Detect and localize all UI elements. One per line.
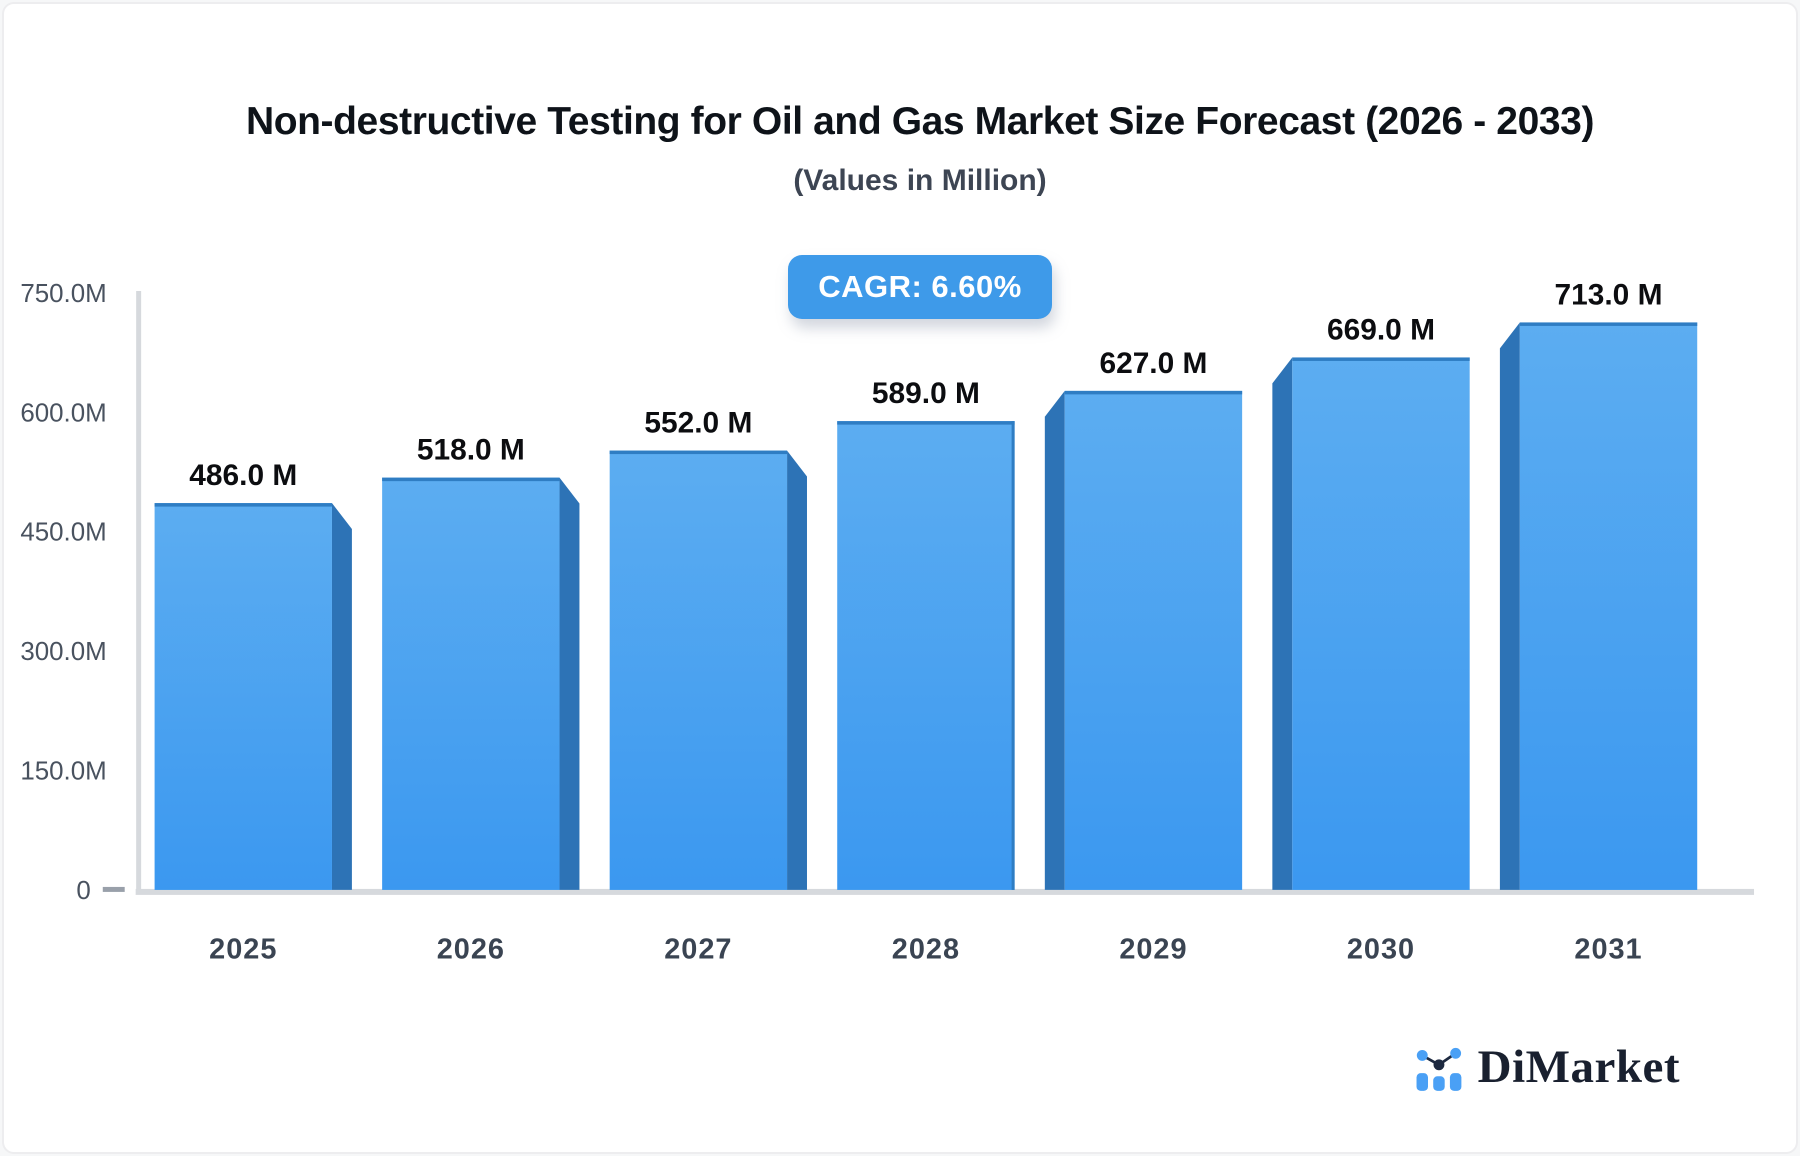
value-label: 627.0 M <box>1099 347 1207 380</box>
bar-2026: 518.0 M 2026 <box>382 434 580 966</box>
y-tick-label: 150.0M <box>20 758 106 786</box>
bar-top-edge <box>382 477 560 482</box>
value-label: 552.0 M <box>644 407 752 440</box>
brand-logo: DiMarket <box>1416 1040 1680 1094</box>
bar-face <box>1519 322 1698 890</box>
dimarket-logo-icon <box>1416 1047 1462 1091</box>
bar-side <box>1272 357 1293 890</box>
value-label: 669.0 M <box>1327 314 1435 347</box>
bar-chart-canvas: 0 150.0M 300.0M 450.0M 600.0M 750.0M 486.0 M 20… <box>20 279 1755 966</box>
bar-face <box>1064 390 1243 890</box>
bar-2027: 552.0 M 2027 <box>609 407 807 966</box>
x-axis-line <box>135 888 1755 895</box>
x-tick-label: 2028 <box>892 934 960 966</box>
x-tick-label: 2030 <box>1347 934 1415 966</box>
value-label: 518.0 M <box>417 434 525 467</box>
y-tick-label: 600.0M <box>20 399 106 427</box>
bar-face <box>382 477 560 890</box>
brand-name: DiMarket <box>1477 1041 1680 1093</box>
bar-side <box>1499 322 1520 890</box>
y-tick-label: 450.0M <box>20 519 106 547</box>
value-label: 486.0 M <box>189 459 297 492</box>
y-tick-label: 300.0M <box>20 638 106 666</box>
value-label: 589.0 M <box>872 377 980 410</box>
x-tick-label: 2026 <box>437 934 505 966</box>
value-label: 713.0 M <box>1555 279 1663 312</box>
bar-2030: 669.0 M 2030 <box>1272 314 1470 966</box>
bar-face <box>837 421 1015 890</box>
bar-side <box>331 503 352 890</box>
chart-subtitle: (Values in Million) <box>793 164 1047 197</box>
bar-top-edge <box>1519 322 1698 326</box>
bar-2025: 486.0 M 2025 <box>154 459 352 966</box>
x-tick-label: 2025 <box>209 934 277 966</box>
bar-top-edge <box>1064 390 1243 395</box>
y-tick-label: 0 <box>76 877 90 905</box>
bar-side <box>787 450 807 890</box>
bar-face <box>1292 357 1470 890</box>
bar-face <box>609 450 788 890</box>
x-tick-label: 2031 <box>1574 934 1642 966</box>
bar-top-edge <box>837 421 1015 425</box>
cagr-badge: CAGR: 6.60% <box>788 255 1052 319</box>
bar-side <box>559 477 580 890</box>
bar-face <box>154 503 332 890</box>
bar-2028: 589.0 M 2028 <box>837 377 1015 966</box>
cagr-badge-row: CAGR: 6.60% <box>44 255 1796 319</box>
bar-top-edge <box>1292 357 1470 361</box>
y-axis-line <box>136 291 142 892</box>
chart-title: Non-destructive Testing for Oil and Gas … <box>245 100 1595 143</box>
zero-tick <box>102 886 125 892</box>
bar-2031: 713.0 M 2031 <box>1499 279 1698 966</box>
x-tick-label: 2027 <box>664 934 732 966</box>
bar-2029: 627.0 M 2029 <box>1044 347 1243 966</box>
bar-side <box>1044 390 1065 890</box>
y-tick-label: 750.0M <box>20 280 106 308</box>
bar-top-edge <box>154 503 332 507</box>
bar-top-edge <box>609 450 788 455</box>
bar-right-edge <box>1011 421 1015 890</box>
x-tick-label: 2029 <box>1119 934 1187 966</box>
